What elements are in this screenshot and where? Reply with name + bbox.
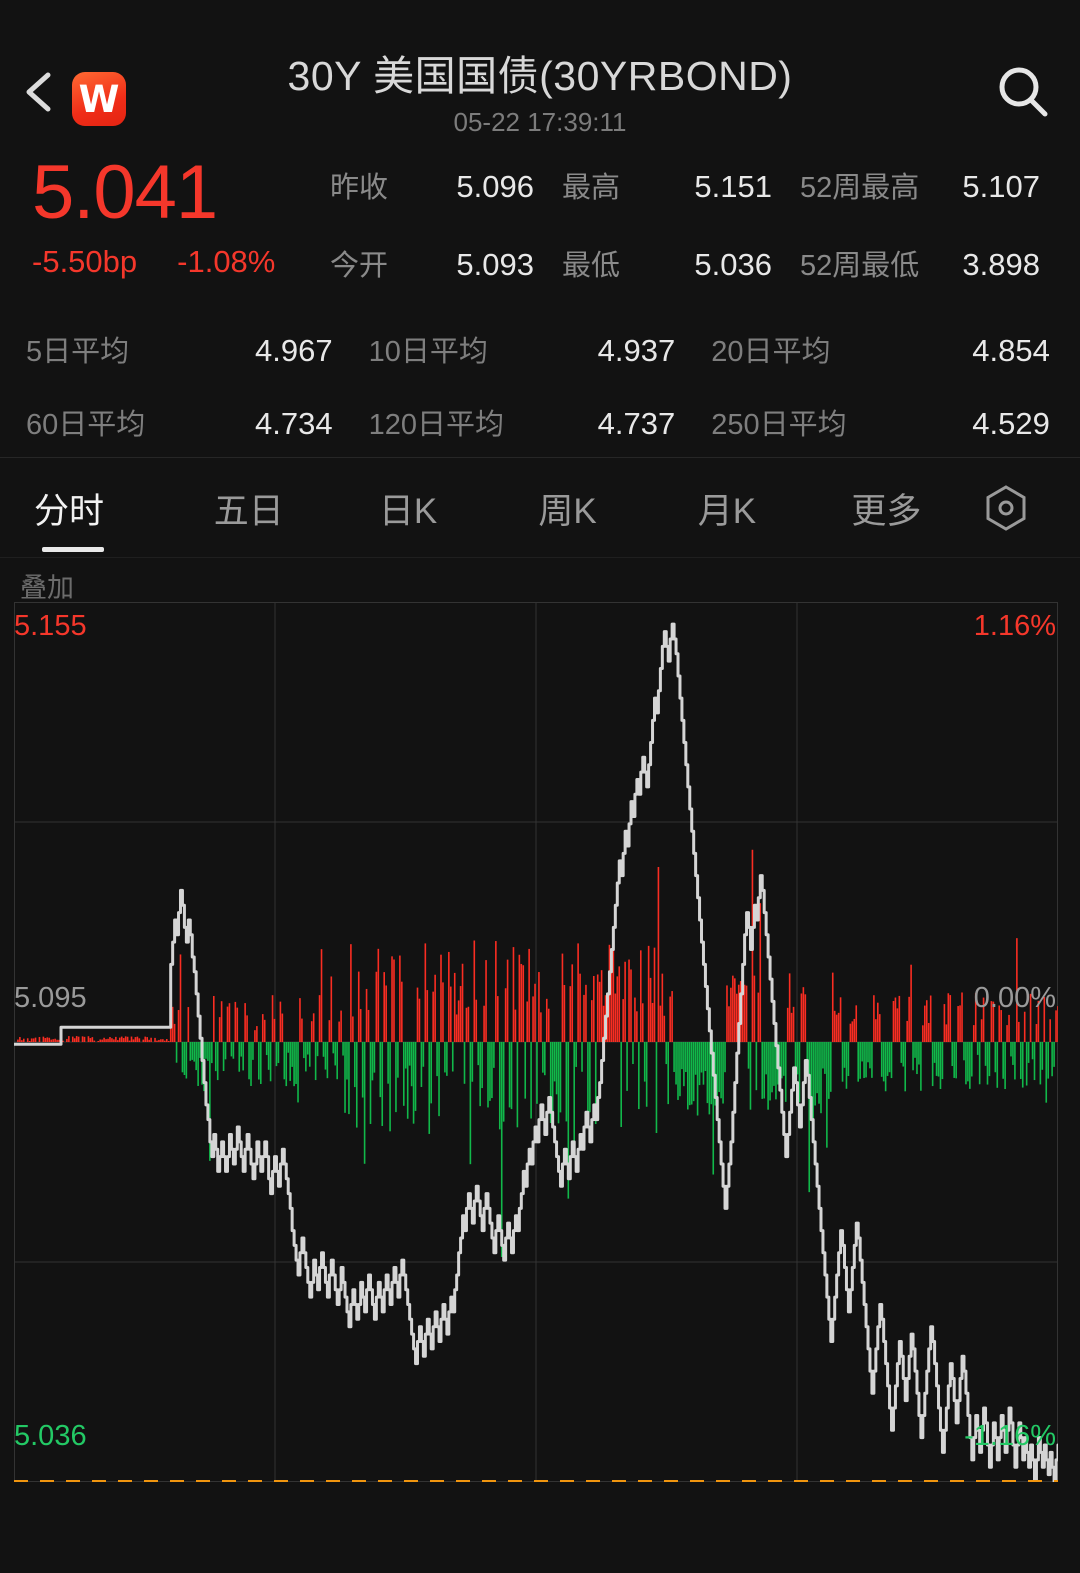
stat-label: 52周最高 [800,172,920,204]
stat-value: 5.096 [456,169,534,204]
ma-120d: 120日平均 4.737 [369,401,712,443]
stat-value: 5.151 [694,169,772,204]
chart-period-tabs: 分时 五日 日K 周K 月K 更多 [0,458,1080,558]
ma-250d: 250日平均 4.529 [711,401,1054,443]
stat-label: 52周最低 [800,250,920,282]
stats-grid: 昨收 5.096 最高 5.151 52周最高 5.107 今开 5.093 [330,164,1062,320]
stats-row: 今开 5.093 最低 5.036 52周最低 3.898 [330,242,1062,320]
volume-bars [17,849,1058,1257]
stat-52w-low: 52周最低 3.898 [800,242,1040,284]
app-header: W 30Y 美国国债(30YRBOND) 05-22 17:39:11 [0,0,1080,150]
chart-plot-area[interactable] [14,602,1058,1482]
back-button[interactable] [22,70,56,114]
ma-value: 4.734 [255,405,333,441]
tab-more[interactable]: 更多 [851,491,922,531]
stat-high: 最高 5.151 [562,164,800,206]
ma-row: 5日平均 4.967 10日平均 4.937 20日平均 4.854 [0,312,1080,385]
ma-label: 120日平均 [368,408,505,441]
stat-52w-high: 52周最高 5.107 [800,164,1040,206]
ma-20d: 20日平均 4.854 [711,328,1054,370]
stat-value: 3.898 [962,247,1040,282]
price-column: 5.041 -5.50bp -1.08% [32,150,332,280]
ma-60d: 60日平均 4.734 [26,401,369,443]
price-line [14,622,1058,1482]
ma-10d: 10日平均 4.937 [369,328,712,370]
app-logo[interactable]: W [72,72,126,126]
ma-label: 20日平均 [711,335,831,368]
ma-row: 60日平均 4.734 120日平均 4.737 250日平均 4.529 [0,385,1080,458]
tab-five-day[interactable]: 五日 [213,491,284,531]
page-title: 30Y 美国国债(30YRBOND) [287,53,793,99]
tab-weekly-k[interactable]: 周K [538,491,597,531]
ma-value: 4.937 [597,332,676,368]
ma-value: 4.967 [255,332,333,368]
last-price: 5.041 [32,150,218,235]
change-pct: -1.08% [177,244,276,280]
chart-canvas[interactable] [14,602,1058,1482]
quote-block: 5.041 -5.50bp -1.08% 昨收 5.096 最高 5.151 5… [0,150,1080,312]
change-bp: -5.50bp [32,244,138,280]
ma-label: 10日平均 [368,335,488,368]
quote-timestamp: 05-22 17:39:11 [453,107,627,137]
ma-value: 4.737 [597,405,676,441]
search-icon[interactable] [994,63,1052,121]
stat-low: 最低 5.036 [562,242,800,284]
stat-value: 5.036 [694,247,772,282]
ma-label: 60日平均 [26,408,146,441]
stat-value: 5.107 [962,169,1040,204]
ma-value: 4.854 [972,332,1050,368]
stat-label: 最低 [562,250,621,282]
tab-intraday[interactable]: 分时 [34,483,169,552]
stat-label: 昨收 [330,172,389,204]
change-row: -5.50bp -1.08% [32,244,332,280]
stat-value: 5.093 [456,247,534,282]
ma-5d: 5日平均 4.967 [26,328,369,370]
ma-value: 4.529 [972,405,1050,441]
stat-label: 最高 [562,172,621,204]
overlay-label[interactable]: 叠加 [20,573,74,603]
tab-daily-k[interactable]: 日K [378,491,438,531]
stat-label: 今开 [330,250,389,282]
stats-row: 昨收 5.096 最高 5.151 52周最高 5.107 [330,164,1062,242]
ma-label: 250日平均 [711,408,847,441]
stat-open: 今开 5.093 [330,242,562,284]
moving-average-block: 5日平均 4.967 10日平均 4.937 20日平均 4.854 60日平均… [0,312,1080,458]
settings-hexagon-icon[interactable] [966,484,1046,532]
ma-label: 5日平均 [26,335,130,368]
stat-prev-close: 昨收 5.096 [330,164,562,206]
tab-monthly-k[interactable]: 月K [697,491,757,531]
